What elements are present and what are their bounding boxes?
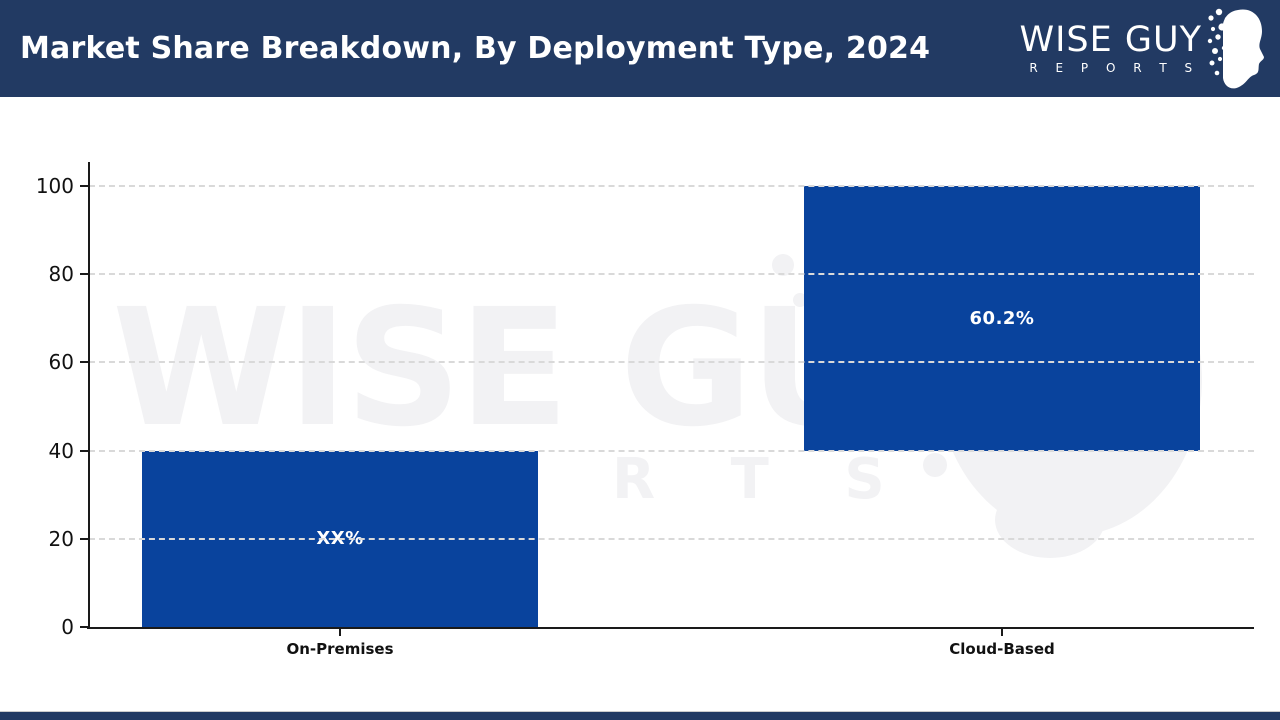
y-tick-label: 0 <box>61 615 74 639</box>
y-tick-mark <box>80 185 88 187</box>
gridline <box>89 273 1254 276</box>
gridline <box>89 185 1254 187</box>
y-tick-label: 100 <box>35 174 74 198</box>
x-axis-line <box>87 627 1254 629</box>
brand-logo-head-icon <box>1207 8 1264 88</box>
x-tick-label-on-premises: On-Premises <box>286 640 394 658</box>
footer-bar <box>0 712 1280 720</box>
y-tick-label: 60 <box>48 350 74 375</box>
brand-logo: WISE GUY R E P O R T S <box>1019 6 1266 92</box>
footer-hairline <box>0 711 1280 712</box>
gridline <box>89 537 1254 540</box>
y-tick-label: 80 <box>48 262 74 287</box>
page-title: Market Share Breakdown, By Deployment Ty… <box>20 31 931 66</box>
x-tick-label-cloud-based: Cloud-Based <box>949 640 1055 658</box>
y-tick-mark <box>80 361 88 364</box>
brand-logo-reports-label: R E P O R T S <box>1029 61 1200 75</box>
y-tick-mark <box>80 626 88 628</box>
x-tick-mark <box>339 629 341 636</box>
y-tick-mark <box>80 537 88 540</box>
x-tick-mark <box>1001 629 1003 636</box>
y-tick-label: 40 <box>48 438 74 463</box>
brand-logo-wiseguy-label: WISE GUY <box>1019 20 1202 60</box>
y-axis-line <box>88 162 90 628</box>
bar-value-label: 60.2% <box>969 307 1035 329</box>
y-tick-mark <box>80 449 88 452</box>
gridline <box>89 361 1254 364</box>
y-tick-label: 20 <box>48 526 74 551</box>
y-tick-mark <box>80 273 88 276</box>
bar-cloud-based: 60.2% <box>804 186 1200 451</box>
header-bar: Market Share Breakdown, By Deployment Ty… <box>0 0 1280 97</box>
gridline <box>89 449 1254 452</box>
